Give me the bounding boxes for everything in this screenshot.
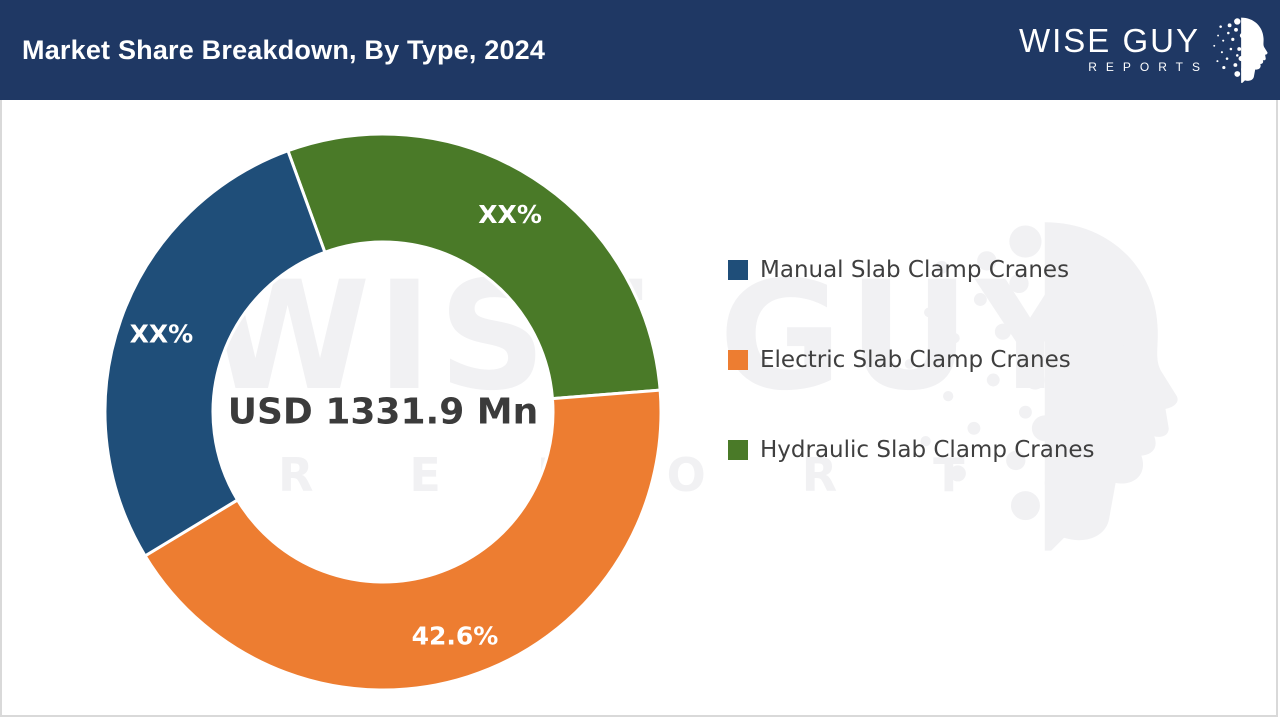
logo-face-icon xyxy=(1213,17,1268,83)
legend: Manual Slab Clamp Cranes Electric Slab C… xyxy=(728,258,1095,528)
header: Market Share Breakdown, By Type, 2024 WI… xyxy=(0,0,1280,100)
legend-item-hydraulic: Hydraulic Slab Clamp Cranes xyxy=(728,438,1095,462)
page-title: Market Share Breakdown, By Type, 2024 xyxy=(22,34,546,65)
donut-segment-0 xyxy=(286,132,662,401)
wise-guy-logo: WISE GUY REPORTS xyxy=(1019,12,1268,86)
segment-label-0: XX% xyxy=(478,200,542,229)
logo-text: WISE GUY REPORTS xyxy=(1019,24,1200,74)
legend-label: Manual Slab Clamp Cranes xyxy=(760,256,1070,283)
logo-wordmark: WISE GUY xyxy=(1018,22,1200,59)
legend-swatch-hydraulic xyxy=(728,440,748,460)
logo-subtitle: REPORTS xyxy=(1088,60,1209,74)
segment-label-1: 42.6% xyxy=(412,621,499,650)
legend-swatch-electric xyxy=(728,350,748,370)
segment-label-2: XX% xyxy=(130,320,194,349)
legend-label: Electric Slab Clamp Cranes xyxy=(760,346,1071,373)
donut-chart: XX% 42.6% XX% xyxy=(103,132,663,692)
legend-item-electric: Electric Slab Clamp Cranes xyxy=(728,348,1095,372)
legend-label: Hydraulic Slab Clamp Cranes xyxy=(760,436,1095,463)
legend-swatch-manual xyxy=(728,260,748,280)
donut-segment-2 xyxy=(103,149,327,558)
chart-center-value: USD 1331.9 Mn xyxy=(227,391,539,433)
donut-segment-1 xyxy=(143,388,663,692)
legend-item-manual: Manual Slab Clamp Cranes xyxy=(728,258,1095,282)
